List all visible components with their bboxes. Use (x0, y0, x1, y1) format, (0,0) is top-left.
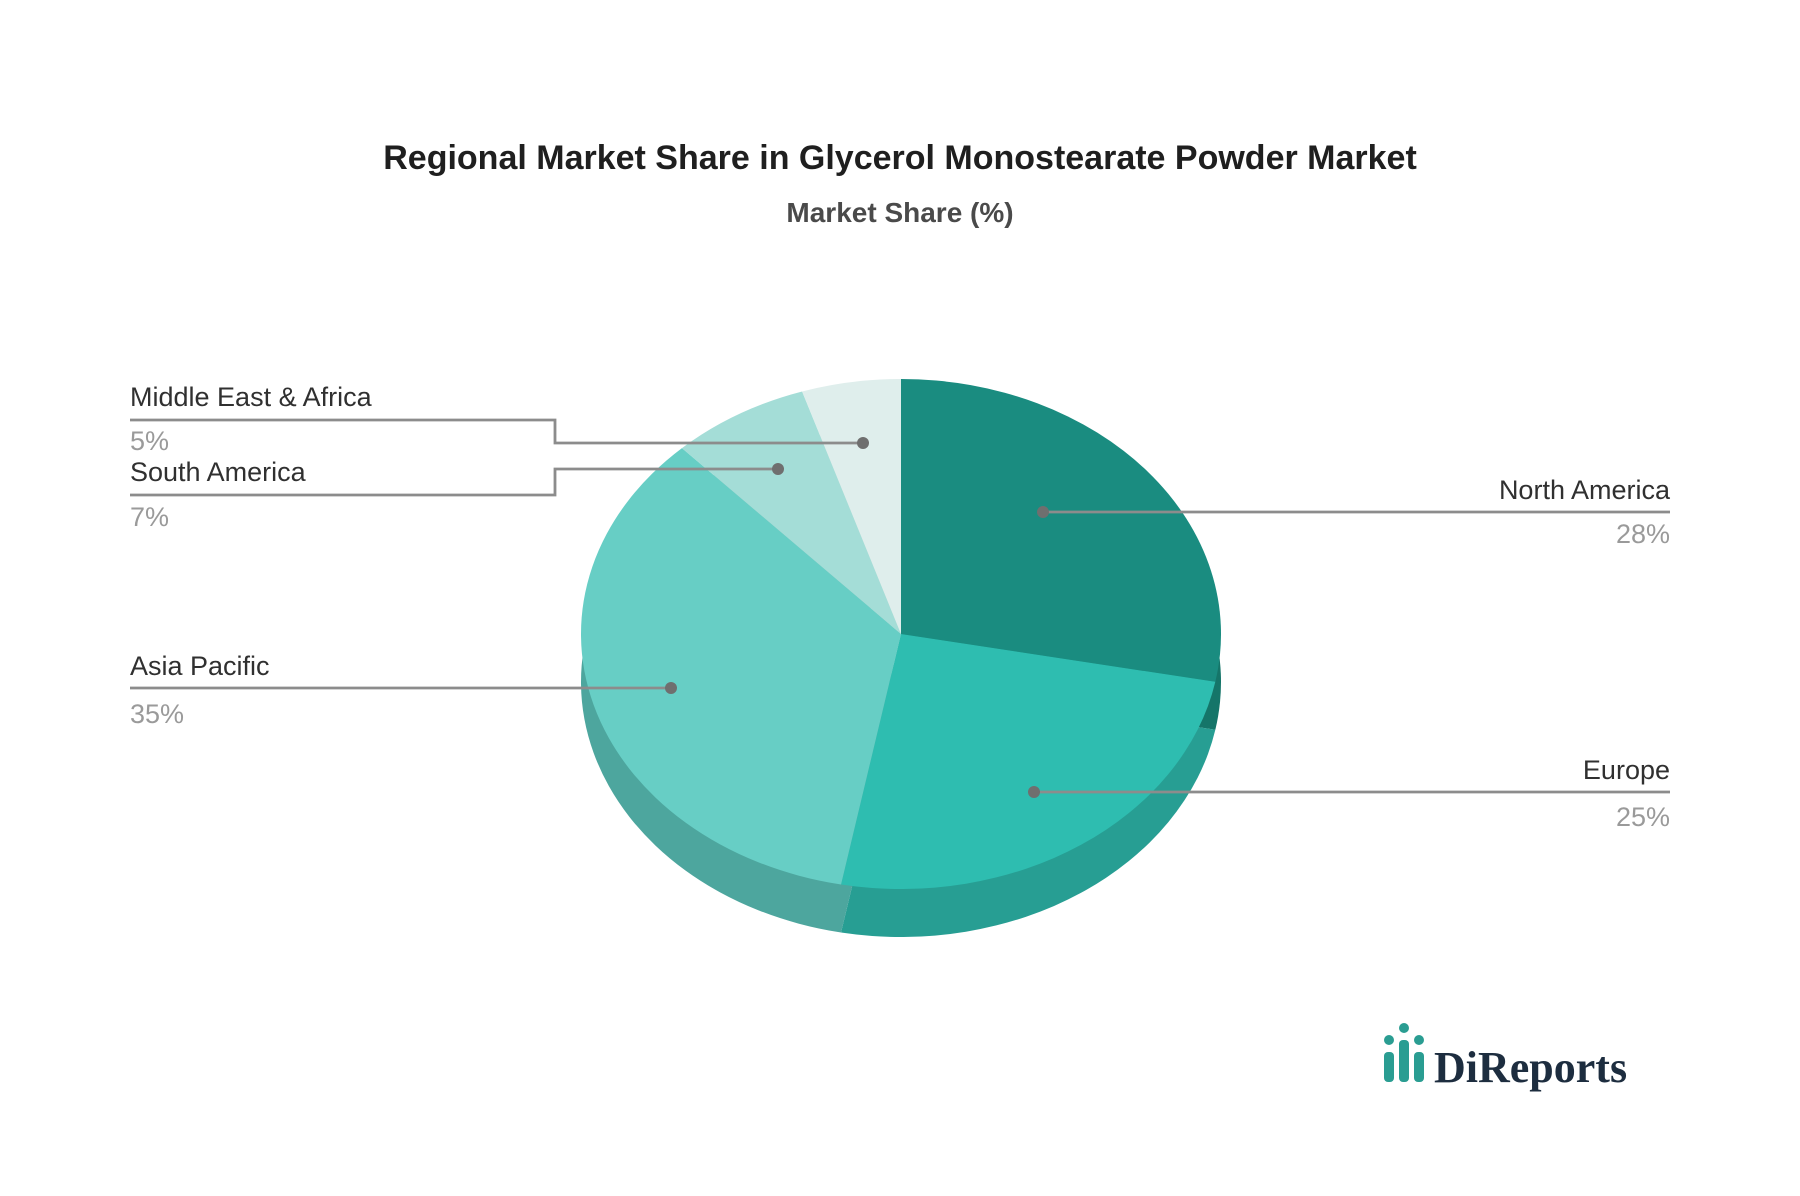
pie-slice-asia-pacific[interactable] (580, 448, 901, 885)
pie-slice-south-america[interactable] (681, 391, 901, 634)
chart-title: Regional Market Share in Glycerol Monost… (383, 139, 1417, 177)
callout-label-asia-pacific: Asia Pacific (130, 651, 270, 681)
pie-slice-europe[interactable] (841, 634, 1216, 889)
leader-line (130, 418, 863, 445)
leader-dot (857, 437, 869, 449)
logo-text: DiReports (1434, 1043, 1627, 1092)
pie-slice-north-america[interactable] (901, 379, 1221, 682)
callout-label-middle-east-africa: Middle East & Africa (130, 382, 373, 412)
callout-middle-east-africa: Middle East & Africa 5% (130, 382, 869, 456)
logo-dot (1414, 1035, 1424, 1045)
logo-bar (1384, 1052, 1394, 1082)
logo-dot (1399, 1023, 1409, 1033)
leader-line (130, 467, 778, 497)
logo-bar (1399, 1040, 1409, 1082)
logo-bar (1414, 1052, 1424, 1082)
leader-dot (1028, 786, 1040, 798)
callout-value-south-america: 7% (130, 502, 169, 532)
pie-chart (580, 379, 1221, 938)
callout-europe: Europe 25% (1028, 755, 1670, 832)
callout-value-middle-east-africa: 5% (130, 426, 169, 456)
callout-south-america: South America 7% (130, 457, 784, 532)
callout-asia-pacific: Asia Pacific 35% (130, 651, 677, 729)
chart-subtitle: Market Share (%) (786, 197, 1013, 228)
bar-chart-logo-icon (1384, 1023, 1424, 1082)
callout-value-asia-pacific: 35% (130, 699, 184, 729)
leader-dot (665, 682, 677, 694)
leader-dot (1037, 506, 1049, 518)
callout-label-north-america: North America (1499, 475, 1671, 505)
leader-dot (772, 463, 784, 475)
callout-value-north-america: 28% (1616, 519, 1670, 549)
callout-value-europe: 25% (1616, 802, 1670, 832)
direports-logo: DiReports (1384, 1023, 1627, 1092)
callout-label-south-america: South America (130, 457, 307, 487)
callout-label-europe: Europe (1583, 755, 1670, 785)
logo-dot (1384, 1035, 1394, 1045)
callout-north-america: North America 28% (1037, 475, 1671, 549)
